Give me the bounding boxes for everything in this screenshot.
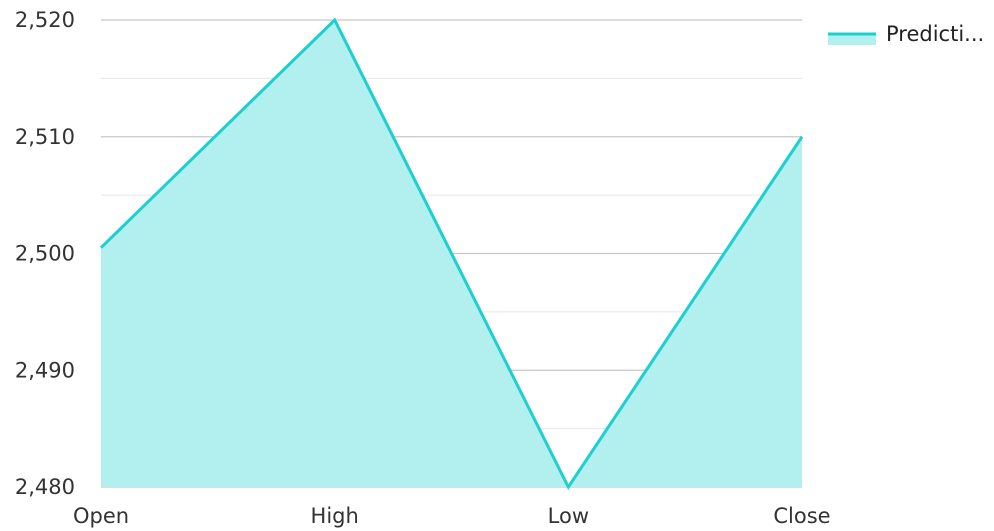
x-axis: Open High Low Close — [73, 504, 831, 528]
y-tick-label: 2,510 — [15, 125, 75, 149]
y-tick-label: 2,520 — [15, 8, 75, 32]
data-points — [100, 19, 803, 488]
y-axis: 2,480 2,490 2,500 2,510 2,520 — [15, 8, 75, 499]
legend[interactable]: Predicti... — [828, 22, 984, 46]
y-tick-label: 2,490 — [15, 358, 75, 382]
legend-label: Predicti... — [886, 22, 984, 46]
x-tick-label: Open — [73, 504, 129, 528]
series-line — [99, 17, 804, 490]
x-tick-label: Close — [773, 504, 830, 528]
series-area-fill — [101, 20, 802, 487]
y-tick-label: 2,480 — [15, 475, 75, 499]
y-tick-label: 2,500 — [15, 242, 75, 266]
legend-swatch — [828, 33, 876, 45]
x-tick-label: Low — [548, 504, 589, 528]
x-tick-label: High — [311, 504, 359, 528]
